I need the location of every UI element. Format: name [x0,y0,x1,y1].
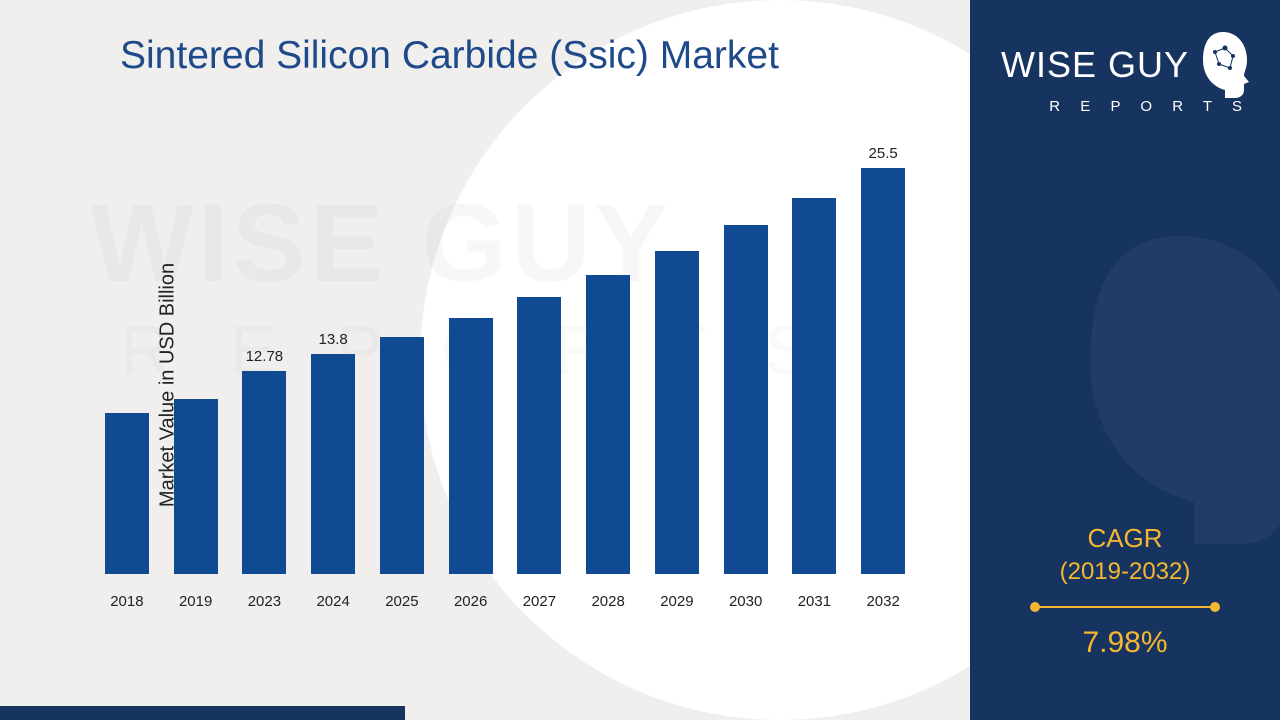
bars-container: 12.78 13.8 25.5 [98,160,908,574]
chart-title: Sintered Silicon Carbide (Ssic) Market [120,34,779,79]
bar [724,225,768,574]
bar-2028 [583,275,633,574]
x-tick-label: 2026 [446,593,496,610]
bar [380,337,424,574]
x-tick-label: 2030 [721,593,771,610]
x-tick-label: 2029 [652,593,702,610]
cagr-years: (2019-2032) [1010,558,1240,586]
bar [655,251,699,574]
bar [449,318,493,574]
bar [174,399,218,574]
bar-2019 [171,399,221,574]
x-tick-label: 2019 [171,593,221,610]
bar-value-label: 25.5 [869,145,898,162]
x-tick-label: 2025 [377,593,427,610]
bar [861,168,905,574]
logo-text-sub: R E P O R T S [1005,98,1250,115]
bar-2024: 13.8 [308,354,358,574]
bar-2031 [790,198,840,574]
x-tick-label: 2023 [240,593,290,610]
logo-head-icon [1195,30,1250,100]
bar-2026 [446,318,496,574]
bottom-accent-bar [0,706,405,720]
bar-value-label: 13.8 [319,331,348,348]
bar-chart: Market Value in USD Billion 12.7813.825.… [98,160,908,610]
x-tick-label: 2032 [858,593,908,610]
bar [105,413,149,574]
cagr-block: CAGR (2019-2032) 7.98% [1010,523,1240,660]
x-axis-labels: 2018 2019 2023 2024 2025 2026 2027 2028 2029 2030… [98,593,908,610]
cagr-value: 7.98% [1010,626,1240,660]
bar [517,297,561,574]
bar-value-label: 12.78 [246,348,284,365]
brand-logo: WISE GUY R E P O R T S [1001,30,1250,115]
bar [586,275,630,574]
bar [311,354,355,574]
bar-2027 [515,297,565,574]
x-tick-label: 2024 [308,593,358,610]
bar-2032: 25.5 [858,168,908,574]
x-tick-label: 2031 [790,593,840,610]
bar [792,198,836,574]
bar-2018 [102,413,152,574]
logo-text-main: WISE GUY [1001,44,1189,86]
cagr-label: CAGR [1010,523,1240,554]
bar [242,371,286,574]
x-tick-label: 2018 [102,593,152,610]
x-tick-label: 2027 [515,593,565,610]
x-tick-label: 2028 [583,593,633,610]
cagr-divider [1035,606,1215,608]
bar-2025 [377,337,427,574]
bar-2030 [721,225,771,574]
head-silhouette-icon [1040,220,1280,560]
bar-2029 [652,251,702,574]
bar-2023: 12.78 [240,371,290,574]
